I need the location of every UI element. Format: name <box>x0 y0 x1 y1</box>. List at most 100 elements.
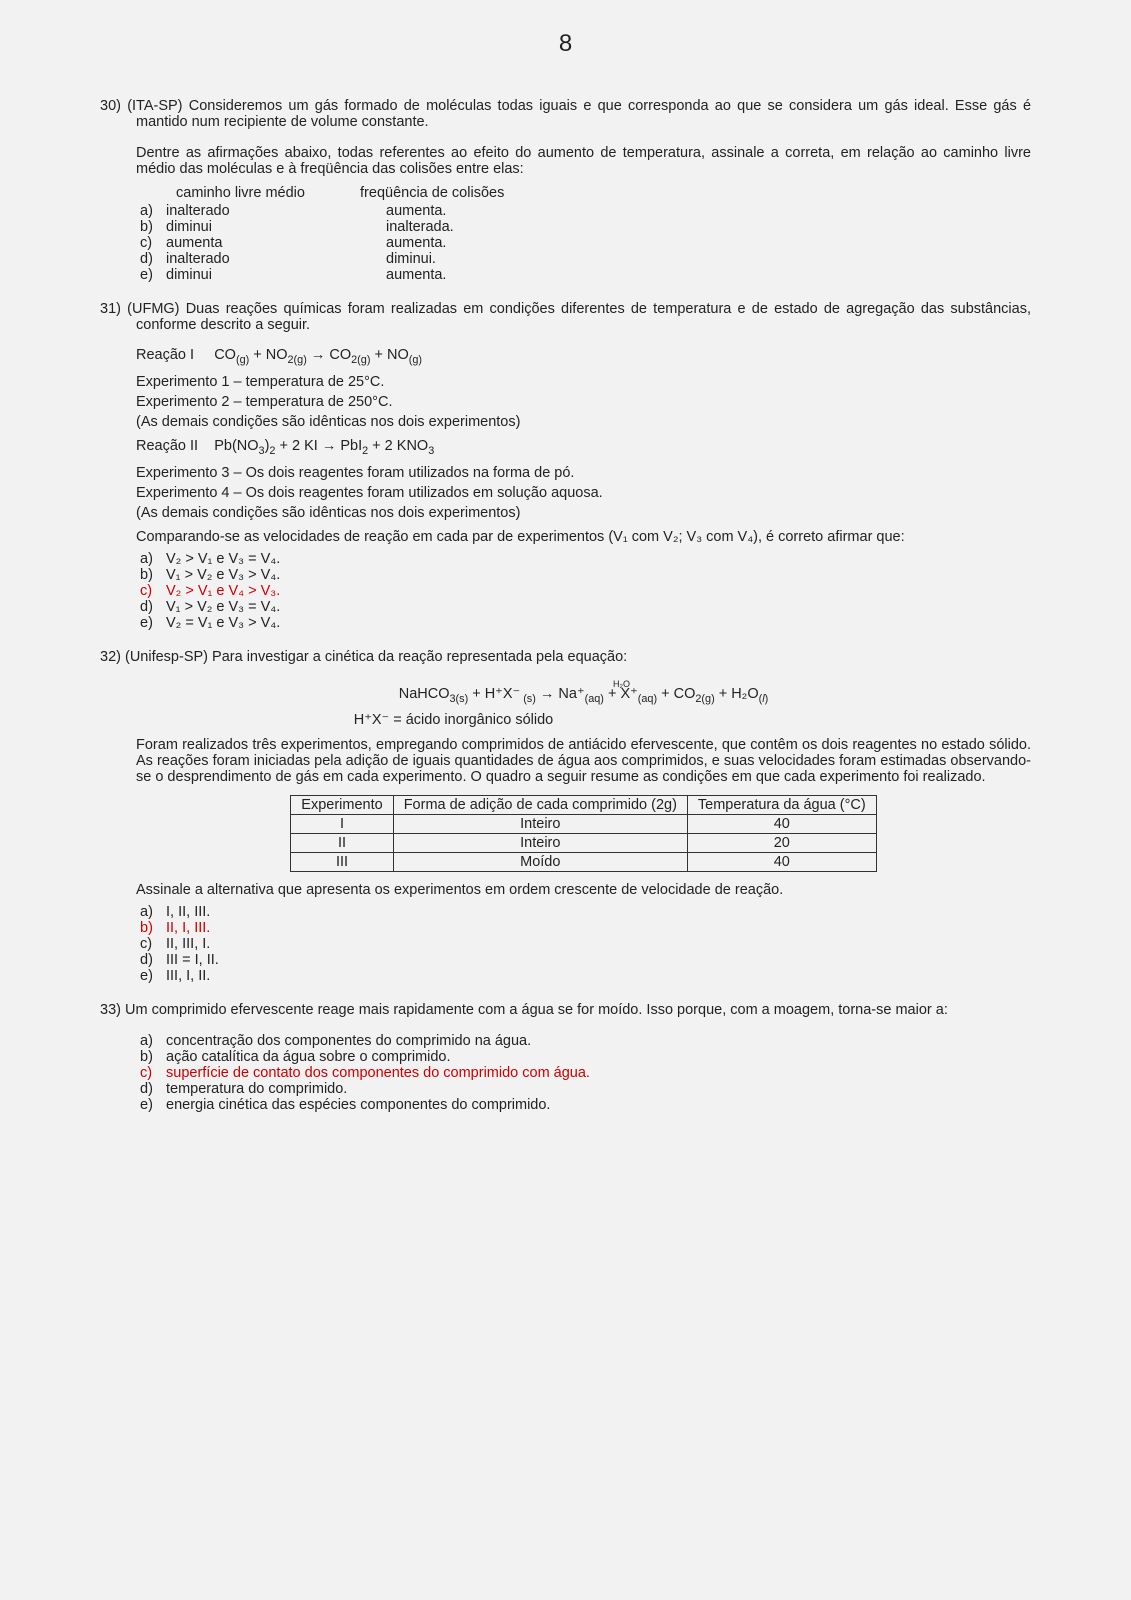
table-row: IInteiro40 <box>291 815 876 834</box>
col1-head: caminho livre médio <box>136 185 356 201</box>
option: e)III, I, II. <box>136 968 1031 984</box>
table-header: Forma de adição de cada comprimido (2g) <box>393 796 687 815</box>
q31-reaction-1: Reação I CO(g) + NO2(g) → CO2(g) + NO(g) <box>136 347 1031 366</box>
q31-exp2: Experimento 2 – temperatura de 250°C. <box>136 394 1031 410</box>
q31-note1: (As demais condições são idênticas nos d… <box>136 414 1031 430</box>
option-col2: aumenta. <box>386 235 446 251</box>
question-text: Consideremos um gás formado de moléculas… <box>136 98 1031 130</box>
question-number: 32) <box>100 649 121 665</box>
option-correct: b)II, I, III. <box>136 920 1031 936</box>
question-33: 33) Um comprimido efervescente reage mai… <box>100 1002 1031 1113</box>
question-number: 33) <box>100 1002 121 1018</box>
eq-part: → CO <box>307 347 351 363</box>
option-label: e) <box>140 968 166 984</box>
question-30: 30) (ITA-SP) Consideremos um gás formado… <box>100 98 1031 283</box>
q32-acid-note: H⁺X⁻ = ácido inorgânico sólido <box>136 712 1031 729</box>
option-text: V₂ = V₁ e V₃ > V₄. <box>166 615 280 631</box>
option-label: c) <box>140 583 166 599</box>
option-col1: diminui <box>166 267 386 283</box>
option-label: c) <box>140 235 166 251</box>
option-label: a) <box>140 203 166 219</box>
option-text: V₁ > V₂ e V₃ > V₄. <box>166 567 280 583</box>
col2-head: freqüência de colisões <box>360 185 504 201</box>
table-cell: 20 <box>687 834 876 853</box>
option: d)V₁ > V₂ e V₃ = V₄. <box>136 599 1031 615</box>
option-text: II, III, I. <box>166 936 210 952</box>
option-col2: aumenta. <box>386 267 446 283</box>
q32-after-table: Assinale a alternativa que apresenta os … <box>136 882 1031 898</box>
q31-exp1: Experimento 1 – temperatura de 25°C. <box>136 374 1031 390</box>
option-col2: diminui. <box>386 251 436 267</box>
q31-exp4: Experimento 4 – Os dois reagentes foram … <box>136 485 1031 501</box>
question-33-stem: 33) Um comprimido efervescente reage mai… <box>100 1002 1031 1018</box>
option-text: concentração dos componentes do comprimi… <box>166 1033 531 1049</box>
table-cell: 40 <box>687 815 876 834</box>
question-text: Para investigar a cinética da reação rep… <box>212 649 627 665</box>
option: d)temperatura do comprimido. <box>136 1081 1031 1097</box>
option-label: a) <box>140 1033 166 1049</box>
option-label: e) <box>140 1097 166 1113</box>
option-label: a) <box>140 551 166 567</box>
q32-options: a)I, II, III.b)II, I, III.c)II, III, I.d… <box>136 904 1031 984</box>
q30-columns-header: caminho livre médio freqüência de colisõ… <box>136 185 1031 201</box>
option-text: superfície de contato dos componentes do… <box>166 1065 590 1081</box>
question-text-2: Dentre as afirmações abaixo, todas refer… <box>136 145 1031 177</box>
eq-part: CO <box>214 347 236 363</box>
question-32: 32) (Unifesp-SP) Para investigar a cinét… <box>100 649 1031 985</box>
reaction-label: Reação II <box>136 438 198 454</box>
option-col2: aumenta. <box>386 203 446 219</box>
question-31-stem: 31) (UFMG) Duas reações químicas foram r… <box>100 301 1031 333</box>
table-cell: Moído <box>393 853 687 872</box>
option-col2: inalterada. <box>386 219 454 235</box>
option-label: b) <box>140 1049 166 1065</box>
option: a)concentração dos componentes do compri… <box>136 1033 1031 1049</box>
table-header: Experimento <box>291 796 393 815</box>
option-col1: inalterado <box>166 203 386 219</box>
q31-note2: (As demais condições são idênticas nos d… <box>136 505 1031 521</box>
option-label: e) <box>140 615 166 631</box>
eq-part: Pb(NO <box>214 438 258 454</box>
option-text: temperatura do comprimido. <box>166 1081 347 1097</box>
table-cell: 40 <box>687 853 876 872</box>
question-text: Um comprimido efervescente reage mais ra… <box>125 1002 948 1018</box>
question-source: (Unifesp-SP) <box>125 649 208 665</box>
option-label: d) <box>140 251 166 267</box>
option-text: ação catalítica da água sobre o comprimi… <box>166 1049 451 1065</box>
question-31: 31) (UFMG) Duas reações químicas foram r… <box>100 301 1031 631</box>
table-row: IIInteiro20 <box>291 834 876 853</box>
option-correct: c)superfície de contato dos componentes … <box>136 1065 1031 1081</box>
option-label: c) <box>140 936 166 952</box>
option: b)ação catalítica da água sobre o compri… <box>136 1049 1031 1065</box>
option-col1: aumenta <box>166 235 386 251</box>
table-cell: III <box>291 853 393 872</box>
option-col1: diminui <box>166 219 386 235</box>
option-label: b) <box>140 920 166 936</box>
option: e)diminuiaumenta. <box>136 267 1031 283</box>
reaction-eq: CO(g) + NO2(g) → CO2(g) + NO(g) <box>214 347 422 363</box>
option-text: III = I, II. <box>166 952 219 968</box>
reaction-label: Reação I <box>136 347 194 363</box>
option-text: II, I, III. <box>166 920 210 936</box>
question-number: 31) <box>100 301 121 317</box>
arrow-label: H₂O <box>437 679 807 690</box>
eq-part: + 2 KI → PbI <box>275 438 362 454</box>
option-label: e) <box>140 267 166 283</box>
option: b)diminuiinalterada. <box>136 219 1031 235</box>
question-source: (UFMG) <box>127 301 179 317</box>
eq-part: + NO <box>370 347 408 363</box>
option-text: V₁ > V₂ e V₃ = V₄. <box>166 599 280 615</box>
table-cell: Inteiro <box>393 834 687 853</box>
option-text: V₂ > V₁ e V₄ > V₃. <box>166 583 280 599</box>
question-source: (ITA-SP) <box>127 98 182 114</box>
question-number: 30) <box>100 98 121 114</box>
page: 8 30) (ITA-SP) Consideremos um gás forma… <box>0 0 1131 1600</box>
q31-compare: Comparando-se as velocidades de reação e… <box>136 529 1031 545</box>
option-label: c) <box>140 1065 166 1081</box>
table-cell: Inteiro <box>393 815 687 834</box>
reaction-eq: Pb(NO3)2 + 2 KI → PbI2 + 2 KNO3 <box>214 438 434 454</box>
option-correct: c)V₂ > V₁ e V₄ > V₃. <box>136 583 1031 599</box>
option-label: a) <box>140 904 166 920</box>
question-32-stem: 32) (Unifesp-SP) Para investigar a cinét… <box>100 649 1031 665</box>
option-label: d) <box>140 952 166 968</box>
option: e)V₂ = V₁ e V₃ > V₄. <box>136 615 1031 631</box>
